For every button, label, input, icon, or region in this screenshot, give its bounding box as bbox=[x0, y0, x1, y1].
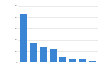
Bar bbox=[69, 59, 76, 62]
Bar bbox=[60, 57, 66, 62]
Bar bbox=[40, 47, 47, 62]
Bar bbox=[30, 43, 37, 62]
Bar bbox=[79, 59, 86, 62]
Bar bbox=[89, 61, 96, 62]
Bar bbox=[50, 49, 56, 62]
Bar bbox=[20, 14, 27, 62]
